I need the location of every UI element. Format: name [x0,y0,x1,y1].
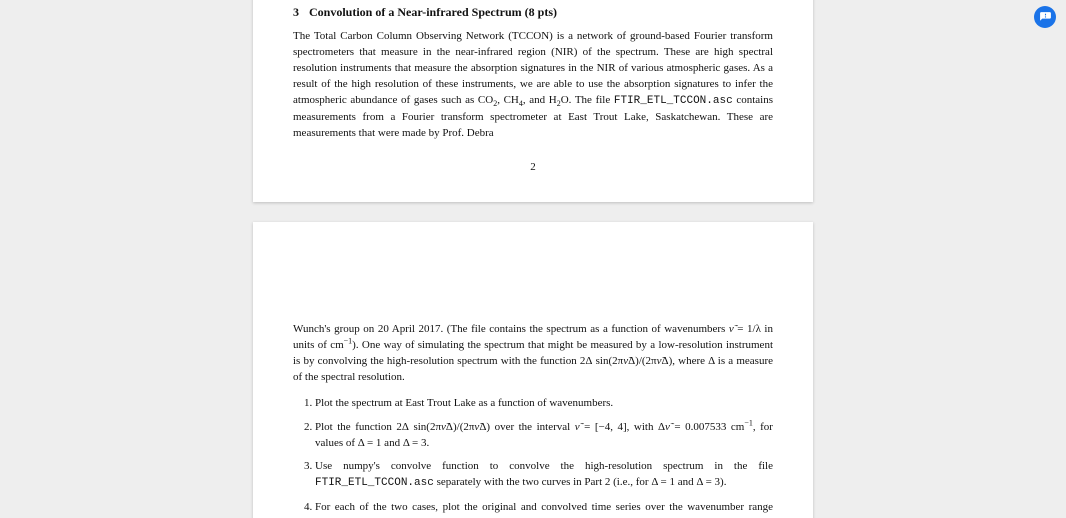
intro-paragraph: The Total Carbon Column Observing Networ… [293,29,773,142]
task-4: For each of the two cases, plot the orig… [315,500,773,518]
task-1: Plot the spectrum at East Trout Lake as … [315,396,773,412]
section-heading: 3 Convolution of a Near-infrared Spectrum… [293,4,773,21]
page-1: 3 Convolution of a Near-infrared Spectrum… [253,0,813,202]
section-number: 3 [293,5,299,19]
continued-paragraph: Wunch's group on 20 April 2017. (The fil… [293,322,773,386]
document-viewport: 3 Convolution of a Near-infrared Spectrum… [0,0,1066,518]
task-2: Plot the function 2Δ sin(2πν̃Δ)/(2πν̃Δ) … [315,420,773,452]
page-2: Wunch's group on 20 April 2017. (The fil… [253,222,813,518]
task-list: Plot the spectrum at East Trout Lake as … [293,396,773,518]
task-3: Use numpy's convolve function to convolv… [315,459,773,492]
page-stack: 3 Convolution of a Near-infrared Spectrum… [0,0,1066,518]
section-title: Convolution of a Near-infrared Spectrum … [309,5,557,19]
page-number: 2 [293,160,773,176]
